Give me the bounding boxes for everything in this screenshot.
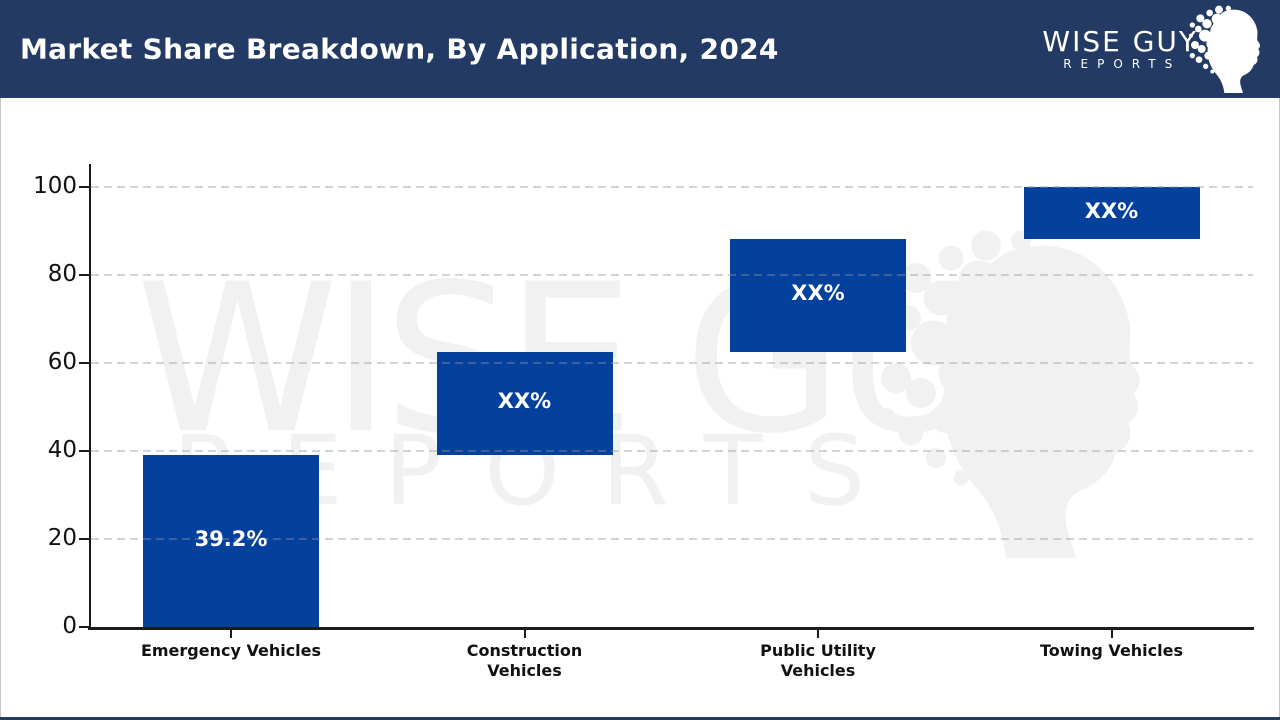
header-bar: Market Share Breakdown, By Application, … [0,0,1280,98]
x-axis-spine [88,627,1254,630]
y-axis-spine [89,164,91,629]
logo-wordmark: WISE GUY REPORTS [1042,24,1198,72]
x-tick-3 [817,630,819,638]
category-label-line: Towing Vehicles [1039,641,1184,660]
gridline-40 [91,450,1253,452]
bar-value-label-4: XX% [1084,198,1139,223]
gridline-20 [91,538,1253,540]
y-tick-label-60: 60 [47,349,77,375]
y-tick-label-20: 20 [47,525,77,551]
category-label-3: Public Utility Vehicles [703,641,933,681]
bar-segment-3 [730,238,906,352]
y-tick-40 [79,450,89,452]
category-label-4: Towing Vehicles [997,641,1227,661]
y-tick-60 [79,362,89,364]
bar-value-label-3: XX% [791,281,845,306]
y-tick-label-0: 0 [62,613,77,639]
bar-value-label-2: XX% [497,389,552,414]
logo-line1: WISE GUY [1042,24,1198,58]
category-label-2: Construction Vehicles [410,641,640,681]
gridline-80 [91,274,1253,276]
gridline-60 [91,362,1253,364]
bar-value-label-1: 39.2% [194,526,268,551]
category-label-1: Emergency Vehicles [116,641,346,661]
y-tick-80 [79,274,89,276]
wise-guy-reports-logo: WISE GUY REPORTS [1042,0,1270,98]
y-tick-label-100: 100 [33,173,77,199]
y-tick-label-80: 80 [47,261,77,287]
category-label-line: Vehicles [780,661,856,680]
footer-accent-strip [0,717,1280,720]
y-tick-0 [79,626,89,628]
category-label-line: Vehicles [487,661,562,680]
watermark-head-icon [866,223,1166,563]
x-tick-4 [1110,630,1113,638]
logo-head-icon [1184,5,1270,93]
bar-segment-4 [1023,187,1200,239]
x-tick-1 [230,630,232,638]
gridline-100 [91,186,1253,188]
category-label-line: Construction [466,641,583,660]
category-label-line: Public Utility [760,641,876,660]
bar-segment-1 [143,454,319,627]
bar-segment-2 [436,351,613,455]
page-title: Market Share Breakdown, By Application, … [20,32,779,66]
chart-plot-area: WISE GUY REPORTS 0 20 40 60 80 100 39.2% Emerge… [0,98,1280,717]
logo-line2: REPORTS [1063,57,1182,72]
y-tick-100 [79,186,89,188]
x-tick-2 [523,630,526,638]
category-label-line: Emergency Vehicles [140,641,322,660]
y-tick-label-40: 40 [47,437,77,463]
y-tick-20 [79,538,89,540]
